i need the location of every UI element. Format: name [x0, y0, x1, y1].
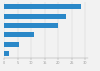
Bar	[4, 42, 19, 47]
Bar	[4, 51, 9, 56]
Bar	[4, 32, 34, 37]
Bar	[4, 14, 66, 19]
Bar	[4, 4, 81, 9]
Bar	[4, 23, 58, 28]
